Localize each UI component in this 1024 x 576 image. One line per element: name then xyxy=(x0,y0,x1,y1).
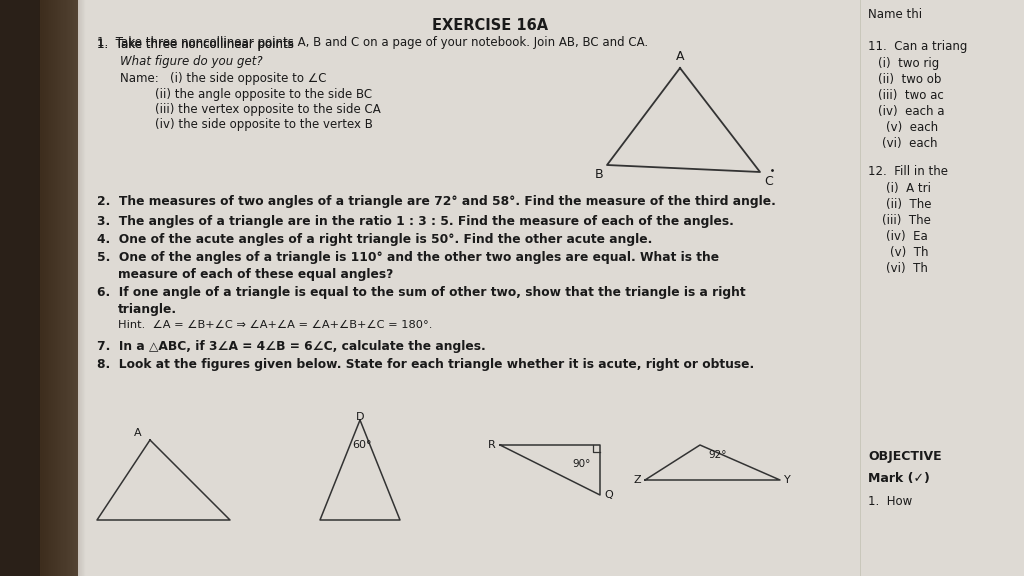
Text: 92°: 92° xyxy=(708,450,726,460)
Text: 1.  Take three noncollinear points: 1. Take three noncollinear points xyxy=(97,38,298,51)
Text: (iv)  each a: (iv) each a xyxy=(878,105,944,118)
Text: Y: Y xyxy=(784,475,791,485)
Text: Name:   (i) the side opposite to ∠C: Name: (i) the side opposite to ∠C xyxy=(120,72,327,85)
Text: (vi)  Th: (vi) Th xyxy=(886,262,928,275)
FancyBboxPatch shape xyxy=(78,0,1024,576)
FancyBboxPatch shape xyxy=(0,0,40,576)
Text: A: A xyxy=(676,50,684,63)
Text: 12.  Fill in the: 12. Fill in the xyxy=(868,165,948,178)
Text: (iv) the side opposite to the vertex B: (iv) the side opposite to the vertex B xyxy=(155,118,373,131)
Text: 3.  The angles of a triangle are in the ratio 1 : 3 : 5. Find the measure of eac: 3. The angles of a triangle are in the r… xyxy=(97,215,734,228)
Text: Mark (✓): Mark (✓) xyxy=(868,472,930,485)
Text: Z: Z xyxy=(634,475,641,485)
Text: (i)  two rig: (i) two rig xyxy=(878,57,939,70)
Text: (vi)  each: (vi) each xyxy=(882,137,938,150)
Text: (iii)  The: (iii) The xyxy=(882,214,931,227)
Text: 90°: 90° xyxy=(572,459,591,469)
Text: (v)  Th: (v) Th xyxy=(890,246,929,259)
Text: R: R xyxy=(488,440,496,450)
Text: measure of each of these equal angles?: measure of each of these equal angles? xyxy=(118,268,393,281)
Text: Hint.  ∠A = ∠B+∠C ⇒ ∠A+∠A = ∠A+∠B+∠C = 180°.: Hint. ∠A = ∠B+∠C ⇒ ∠A+∠A = ∠A+∠B+∠C = 18… xyxy=(118,320,432,330)
Text: (iii)  two ac: (iii) two ac xyxy=(878,89,944,102)
Text: 1.  Take three noncollinear points A, B and C on a page of your notebook. Join A: 1. Take three noncollinear points A, B a… xyxy=(97,36,648,49)
Text: Q: Q xyxy=(604,490,612,500)
Text: 1.  How: 1. How xyxy=(868,495,912,508)
Text: OBJECTIVE: OBJECTIVE xyxy=(868,450,942,463)
Text: 7.  In a △ABC, if 3∠A = 4∠B = 6∠C, calculate the angles.: 7. In a △ABC, if 3∠A = 4∠B = 6∠C, calcul… xyxy=(97,340,485,353)
Text: (ii) the angle opposite to the side BC: (ii) the angle opposite to the side BC xyxy=(155,88,372,101)
Text: Name thi: Name thi xyxy=(868,8,923,21)
Text: (iv)  Ea: (iv) Ea xyxy=(886,230,928,243)
Text: 60°: 60° xyxy=(352,440,372,450)
Text: A: A xyxy=(134,428,142,438)
Text: 4.  One of the acute angles of a right triangle is 50°. Find the other acute ang: 4. One of the acute angles of a right tr… xyxy=(97,233,652,246)
Text: (ii)  The: (ii) The xyxy=(886,198,932,211)
Text: What figure do you get?: What figure do you get? xyxy=(120,55,262,68)
Text: (i)  A tri: (i) A tri xyxy=(886,182,931,195)
Text: B: B xyxy=(594,168,603,181)
Text: 1.  Take three noncollinear points: 1. Take three noncollinear points xyxy=(97,38,298,51)
Text: (iii) the vertex opposite to the side CA: (iii) the vertex opposite to the side CA xyxy=(155,103,381,116)
Text: 11.  Can a triang: 11. Can a triang xyxy=(868,40,968,53)
Text: C: C xyxy=(764,175,773,188)
Text: (v)  each: (v) each xyxy=(886,121,938,134)
Text: (ii)  two ob: (ii) two ob xyxy=(878,73,941,86)
Text: D: D xyxy=(355,412,365,422)
Text: triangle.: triangle. xyxy=(118,303,177,316)
Text: 6.  If one angle of a triangle is equal to the sum of other two, show that the t: 6. If one angle of a triangle is equal t… xyxy=(97,286,745,299)
Text: 2.  The measures of two angles of a triangle are 72° and 58°. Find the measure o: 2. The measures of two angles of a trian… xyxy=(97,195,776,208)
Text: 5.  One of the angles of a triangle is 110° and the other two angles are equal. : 5. One of the angles of a triangle is 11… xyxy=(97,251,719,264)
Text: 8.  Look at the figures given below. State for each triangle whether it is acute: 8. Look at the figures given below. Stat… xyxy=(97,358,755,371)
FancyBboxPatch shape xyxy=(0,0,80,576)
Text: EXERCISE 16A: EXERCISE 16A xyxy=(432,18,548,33)
